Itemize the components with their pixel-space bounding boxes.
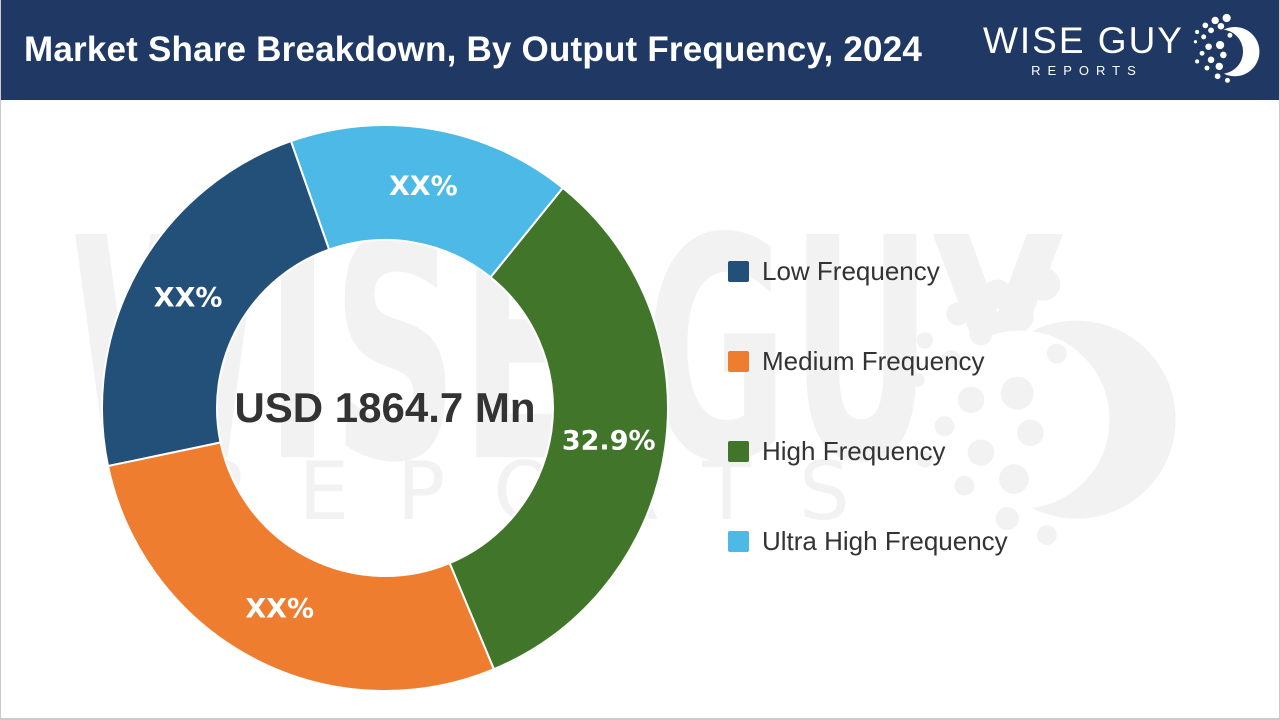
header: Market Share Breakdown, By Output Freque… — [0, 0, 1280, 100]
wise-guy-logo: WISE GUY REPORTS — [983, 10, 1266, 90]
legend-item-low-frequency[interactable]: Low Frequency — [728, 255, 1008, 286]
legend-item-medium-frequency[interactable]: Medium Frequency — [728, 345, 1008, 376]
legend-label: Medium Frequency — [762, 345, 985, 376]
legend-label: Ultra High Frequency — [762, 525, 1008, 556]
legend-swatch-medium-frequency — [728, 350, 749, 372]
legend-label: Low Frequency — [762, 255, 940, 286]
legend-label: High Frequency — [762, 435, 946, 466]
legend: Low Frequency Medium Frequency High Freque… — [728, 255, 1008, 556]
chart-area: WISE GUY REPORTS XX%XX%32.9%XX% USD 1864… — [0, 100, 1280, 720]
legend-swatch-low-frequency — [728, 260, 749, 282]
slice-ultra-high-frequency[interactable] — [289, 124, 565, 279]
legend-swatch-ultra-high-frequency — [728, 530, 749, 552]
slice-label-ultra-high-frequency: XX% — [389, 171, 458, 202]
slice-label-low-frequency: XX% — [154, 283, 223, 314]
donut-chart: XX% XX% 32.9% XX% — [101, 124, 669, 692]
watermark-face-icon — [911, 267, 1176, 545]
slice-high-frequency[interactable] — [448, 186, 669, 671]
slice-label-high-frequency: 32.9% — [562, 425, 656, 456]
logo-title: WISE GUY — [982, 20, 1184, 61]
slice-low-frequency[interactable] — [101, 139, 331, 468]
logo-subtitle: REPORTS — [1031, 63, 1143, 78]
legend-item-high-frequency[interactable]: High Frequency — [728, 435, 1008, 466]
chart-center-value: USD 1864.7 Mn — [234, 384, 536, 431]
logo-text: WISE GUY REPORTS — [983, 22, 1184, 78]
slice-label-medium-frequency: XX% — [245, 593, 314, 624]
legend-swatch-high-frequency — [728, 440, 749, 462]
logo-face-icon — [1193, 13, 1260, 83]
slice-medium-frequency[interactable] — [106, 441, 496, 692]
page-title: Market Share Breakdown, By Output Freque… — [24, 30, 923, 69]
legend-item-ultra-high-frequency[interactable]: Ultra High Frequency — [728, 525, 1008, 556]
